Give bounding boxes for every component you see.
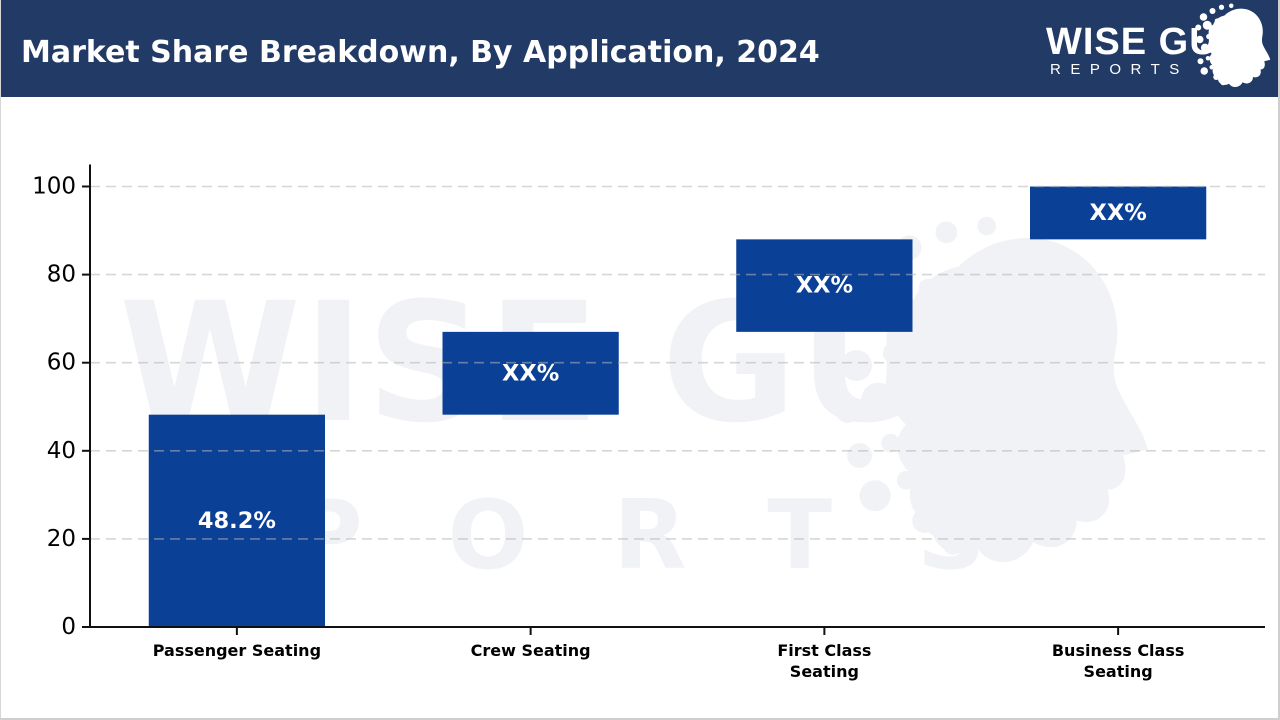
logo-head-icon: [1194, 3, 1271, 88]
y-tick-label: 0: [61, 614, 76, 640]
y-tick-label: 80: [47, 262, 76, 288]
x-tick-label: Crew Seating: [471, 641, 591, 660]
x-tick-label: Business Class: [1052, 641, 1185, 660]
y-tick-label: 60: [47, 350, 76, 376]
header: Market Share Breakdown, By Application, …: [1, 0, 1278, 97]
y-tick-label: 20: [47, 526, 76, 552]
bar-value-label: 48.2%: [198, 508, 276, 534]
plot-area: 48.2% XX% XX% XX% 0 20 40 60 80 100 Passenger Seat…: [32, 164, 1265, 681]
x-tick-label: Seating: [790, 662, 859, 681]
x-tick-label: Passenger Seating: [153, 641, 321, 660]
brand-logo: WISE GUY REPORTS: [1046, 3, 1271, 88]
page-title: Market Share Breakdown, By Application, …: [21, 35, 820, 70]
bar-segment: [736, 239, 913, 332]
y-tick-label: 100: [32, 174, 76, 200]
bar-segment: [1030, 186, 1207, 240]
waterfall-chart: WISE GUY PORTS 48.2%XX%XX%XX%02040608010…: [32, 164, 1265, 681]
logo-sub-text: REPORTS: [1050, 61, 1189, 78]
bar-value-label: XX%: [1090, 200, 1147, 226]
x-tick-label: Seating: [1084, 662, 1153, 681]
y-tick-label: 40: [47, 438, 76, 464]
bar-value-label: XX%: [502, 360, 559, 386]
bar-segment: [442, 331, 619, 415]
x-tick-label: First Class: [777, 641, 871, 660]
bar-value-label: XX%: [796, 273, 853, 299]
